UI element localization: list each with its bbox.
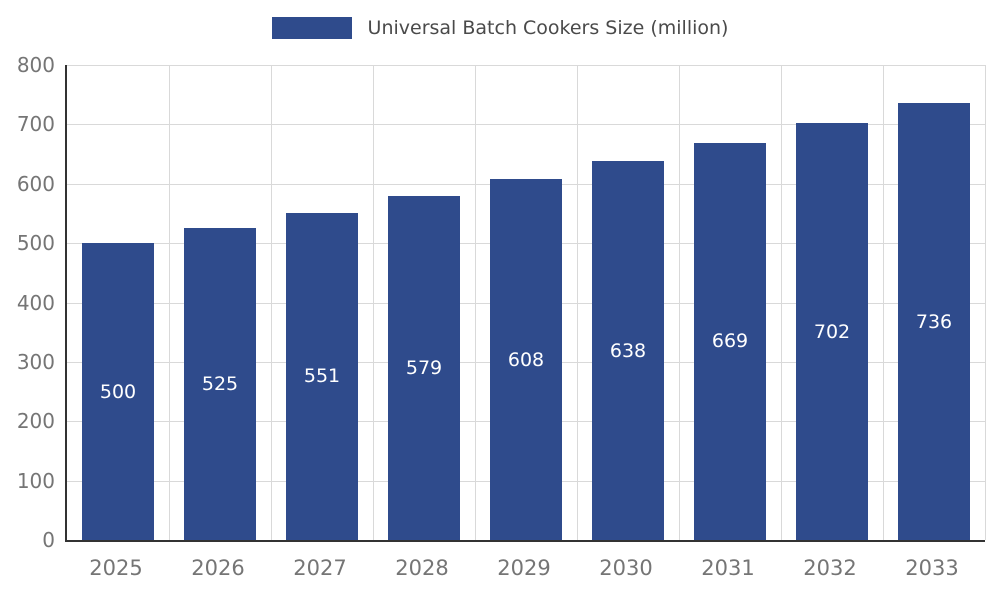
x-tick-label: 2025 <box>89 556 143 580</box>
x-tick-label: 2029 <box>497 556 551 580</box>
y-tick-label: 700 <box>16 112 55 137</box>
y-tick-label: 300 <box>16 349 55 374</box>
gridline-vertical <box>576 65 578 540</box>
bar <box>490 179 562 540</box>
x-tick-label: 2031 <box>701 556 755 580</box>
gridline-vertical <box>678 65 680 540</box>
y-tick-label: 100 <box>16 468 55 493</box>
bar-value-label: 736 <box>915 310 953 333</box>
bar-value-label: 702 <box>813 320 851 343</box>
y-axis: 0 100 200 300 400 500 600 700 800 <box>0 53 55 552</box>
bar-value-label: 608 <box>507 348 545 371</box>
gridline-vertical <box>270 65 272 540</box>
legend-swatch <box>271 17 352 39</box>
gridline-vertical <box>372 65 374 540</box>
bar <box>82 243 154 540</box>
bar-value-label: 579 <box>405 357 443 380</box>
bar-value-label: 525 <box>201 373 239 396</box>
bar <box>898 103 970 540</box>
legend-label: Universal Batch Cookers Size (million) <box>367 17 729 39</box>
x-tick-label: 2028 <box>395 556 449 580</box>
x-axis: 2025 2026 2027 2028 2029 2030 2031 2032 2033 <box>65 556 983 588</box>
bar-value-label: 638 <box>609 339 647 362</box>
plot-area: 500 525 551 579 608 638 669 702 736 <box>65 65 986 542</box>
gridline-vertical <box>984 65 986 540</box>
gridline-vertical <box>882 65 884 540</box>
x-tick-label: 2030 <box>599 556 653 580</box>
bar <box>694 142 766 540</box>
y-tick-label: 600 <box>16 171 55 196</box>
bar <box>388 196 460 540</box>
y-tick-label: 0 <box>42 528 55 552</box>
gridline-vertical <box>780 65 782 540</box>
x-tick-label: 2027 <box>293 556 347 580</box>
chart-legend: Universal Batch Cookers Size (million) <box>0 17 1000 39</box>
gridline-vertical <box>168 65 170 540</box>
bar <box>286 212 358 540</box>
y-tick-label: 800 <box>16 53 55 77</box>
x-tick-label: 2026 <box>191 556 245 580</box>
x-tick-label: 2032 <box>803 556 857 580</box>
bar <box>796 123 868 540</box>
bar-value-label: 551 <box>303 365 341 388</box>
gridline-horizontal <box>67 124 985 126</box>
y-tick-label: 400 <box>16 290 55 315</box>
y-tick-label: 200 <box>16 409 55 434</box>
gridline-horizontal <box>67 65 985 66</box>
bar-value-label: 500 <box>99 380 137 403</box>
y-tick-label: 500 <box>16 231 55 256</box>
bar <box>592 161 664 540</box>
gridline-vertical <box>474 65 476 540</box>
x-tick-label: 2033 <box>905 556 959 580</box>
bar <box>184 228 256 540</box>
bar-value-label: 669 <box>711 330 749 353</box>
